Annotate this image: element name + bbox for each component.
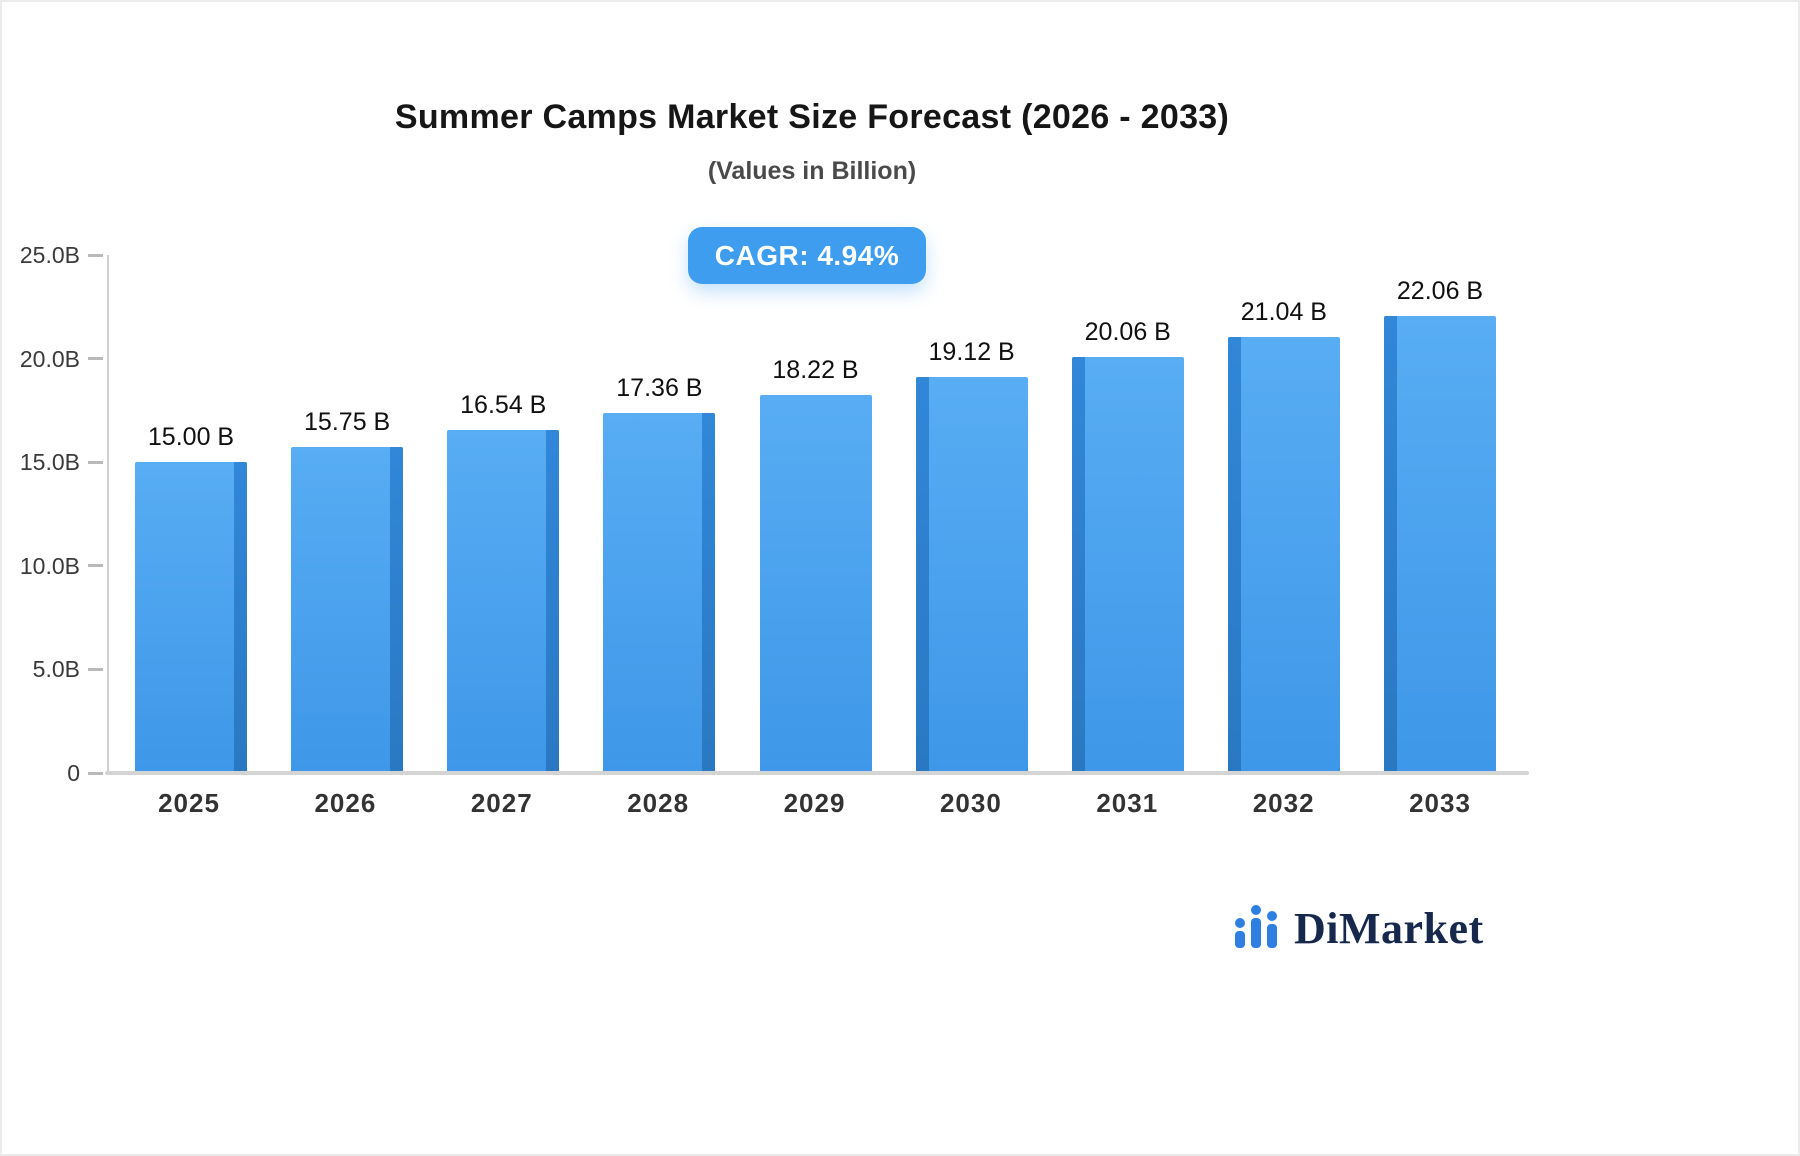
bar-value-label: 15.75 B bbox=[304, 407, 391, 436]
x-axis-labels: 2025 2026 2027 2028 2029 2030 2031 2032 2033 bbox=[107, 788, 1522, 819]
y-axis-tick bbox=[88, 667, 103, 671]
y-axis-label: 0 bbox=[67, 760, 80, 786]
bar-value-label: 20.06 B bbox=[1084, 318, 1171, 347]
y-axis-label: 20.0B bbox=[19, 345, 80, 372]
chart-subtitle: (Values in Billion) bbox=[707, 157, 917, 185]
bar-side-shade bbox=[702, 413, 716, 773]
bar-value-label: 19.12 B bbox=[928, 337, 1015, 366]
y-axis-tick bbox=[88, 564, 103, 568]
bar bbox=[1384, 315, 1496, 773]
x-axis-label: 2029 bbox=[783, 788, 846, 818]
x-axis-label: 2031 bbox=[1096, 788, 1159, 818]
y-axis-label: 15.0B bbox=[19, 449, 80, 476]
bar-group: 22.06 B bbox=[1384, 255, 1496, 773]
bar bbox=[915, 376, 1028, 773]
cagr-badge-label: CAGR: 4.94% bbox=[714, 239, 900, 271]
bar-group: 16.54 B bbox=[447, 255, 560, 773]
x-axis-label: 2032 bbox=[1252, 788, 1315, 818]
x-axis-label: 2033 bbox=[1409, 788, 1471, 818]
bar-side-shade bbox=[915, 376, 929, 773]
x-axis-label: 2030 bbox=[939, 788, 1002, 818]
bar-group: 17.36 B bbox=[603, 255, 716, 773]
y-axis-label: 10.0B bbox=[19, 552, 80, 579]
bar-group: 21.04 B bbox=[1227, 255, 1340, 773]
bars-row: 15.00 B 15.75 B 16.54 B 17.36 B 18.22 B 19.12… bbox=[109, 255, 1522, 773]
bar bbox=[1227, 337, 1340, 773]
bar-group: 19.12 B bbox=[915, 255, 1028, 773]
x-axis-label: 2027 bbox=[470, 788, 533, 818]
plot-area: 15.00 B 15.75 B 16.54 B 17.36 B 18.22 B 19.12… bbox=[107, 255, 1522, 773]
bar-side-shade bbox=[234, 462, 247, 773]
bar bbox=[447, 430, 560, 773]
x-axis-label: 2028 bbox=[627, 788, 690, 818]
bar-value-label: 16.54 B bbox=[460, 391, 547, 420]
brand-logo-text: DiMarket bbox=[1294, 904, 1484, 953]
y-axis-tick bbox=[88, 357, 103, 361]
bar bbox=[135, 462, 247, 773]
bar-group: 20.06 B bbox=[1071, 255, 1184, 773]
bar-side-shade bbox=[1071, 357, 1085, 773]
bar bbox=[759, 395, 872, 773]
bar-side-shade bbox=[1227, 337, 1241, 773]
bar-chart-icon bbox=[1230, 900, 1282, 957]
x-axis-label: 2025 bbox=[158, 788, 220, 818]
bar-value-label: 15.00 B bbox=[147, 423, 235, 452]
y-axis-tick bbox=[88, 771, 103, 775]
bar-value-label: 22.06 B bbox=[1396, 276, 1484, 305]
bar-side-shade bbox=[546, 430, 560, 773]
bar-value-label: 18.22 B bbox=[772, 356, 859, 385]
y-axis-tick bbox=[88, 253, 103, 257]
y-axis-tick bbox=[88, 460, 103, 464]
cagr-badge: CAGR: 4.94% bbox=[688, 227, 926, 284]
chart-title: Summer Camps Market Size Forecast (2026 … bbox=[394, 98, 1230, 136]
bar-group: 15.00 B bbox=[135, 255, 247, 773]
bar bbox=[1071, 357, 1184, 773]
x-axis-line bbox=[105, 771, 1529, 775]
bar-side-shade bbox=[1384, 315, 1397, 773]
chart-header: Summer Camps Market Size Forecast (2026 … bbox=[2, 2, 1622, 186]
bar-side-shade bbox=[390, 446, 404, 773]
y-axis-label: 25.0B bbox=[19, 242, 80, 268]
bar bbox=[291, 446, 404, 773]
bar bbox=[603, 413, 716, 773]
bar-group: 15.75 B bbox=[291, 255, 404, 773]
bar-group: 18.22 B bbox=[759, 255, 872, 773]
brand-logo: DiMarket bbox=[1230, 900, 1484, 957]
y-axis-label: 5.0B bbox=[32, 656, 80, 683]
bar-value-label: 21.04 B bbox=[1240, 298, 1327, 327]
bar-value-label: 17.36 B bbox=[616, 374, 703, 403]
x-axis-label: 2026 bbox=[314, 788, 377, 818]
